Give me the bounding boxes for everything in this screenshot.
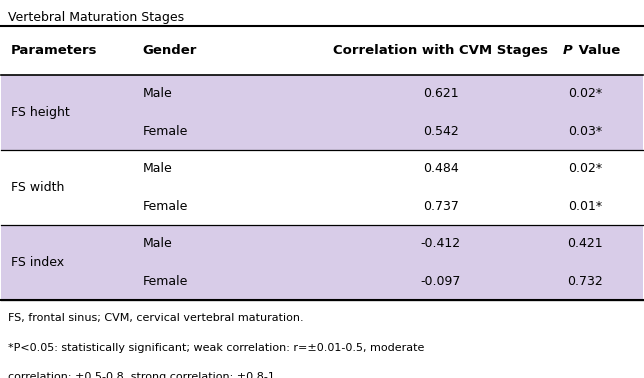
Text: 0.01*: 0.01* [568, 200, 602, 213]
Text: 0.737: 0.737 [422, 200, 459, 213]
Bar [1, 75, 643, 150]
Text: FS, frontal sinus; CVM, cervical vertebral maturation.: FS, frontal sinus; CVM, cervical vertebr… [8, 313, 303, 323]
Text: correlation: ±0.5-0.8, strong correlation: ±0.8-1: correlation: ±0.5-0.8, strong correlatio… [8, 372, 275, 378]
Text: 0.02*: 0.02* [568, 87, 602, 100]
Text: 0.542: 0.542 [422, 125, 459, 138]
Text: FS height: FS height [11, 106, 70, 119]
Text: 0.732: 0.732 [567, 275, 603, 288]
Text: FS width: FS width [11, 181, 64, 194]
Text: Vertebral Maturation Stages: Vertebral Maturation Stages [8, 11, 184, 24]
Text: -0.097: -0.097 [421, 275, 461, 288]
Text: Male: Male [142, 162, 172, 175]
Bar [1, 225, 643, 300]
Text: 0.621: 0.621 [423, 87, 459, 100]
Text: -0.412: -0.412 [421, 237, 460, 250]
Text: Female: Female [142, 125, 188, 138]
Text: P: P [562, 44, 573, 57]
Text: 0.03*: 0.03* [568, 125, 602, 138]
Text: 0.484: 0.484 [422, 162, 459, 175]
Text: 0.421: 0.421 [567, 237, 603, 250]
Text: FS index: FS index [11, 256, 64, 269]
Text: Male: Male [142, 87, 172, 100]
Text: Correlation with CVM Stages: Correlation with CVM Stages [333, 44, 548, 57]
Text: Female: Female [142, 275, 188, 288]
Text: Female: Female [142, 200, 188, 213]
Text: Male: Male [142, 237, 172, 250]
Text: Parameters: Parameters [11, 44, 97, 57]
Text: Gender: Gender [142, 44, 197, 57]
Bar [1, 150, 643, 225]
Text: *P<0.05: statistically significant; weak correlation: r=±0.01-0.5, moderate: *P<0.05: statistically significant; weak… [8, 342, 424, 353]
Text: Value: Value [574, 44, 620, 57]
Text: 0.02*: 0.02* [568, 162, 602, 175]
